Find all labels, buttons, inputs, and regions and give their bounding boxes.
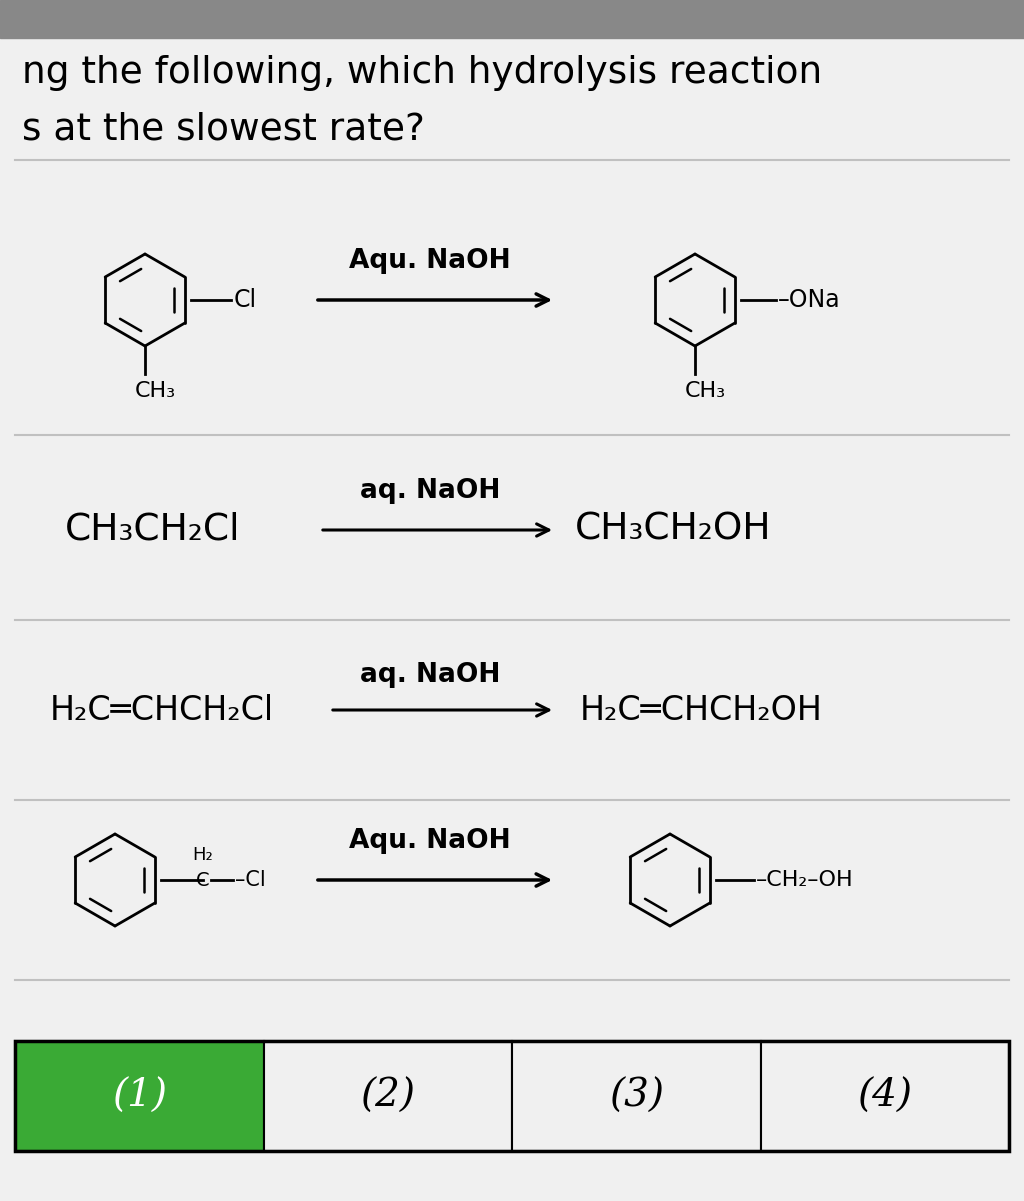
- Text: aq. NaOH: aq. NaOH: [359, 478, 500, 504]
- Text: H₂: H₂: [193, 846, 213, 864]
- Text: Aqu. NaOH: Aqu. NaOH: [349, 827, 511, 854]
- Text: CH₃: CH₃: [685, 381, 726, 401]
- Bar: [761, 1041, 1009, 1151]
- Text: s at the slowest rate?: s at the slowest rate?: [22, 112, 425, 148]
- Text: ng the following, which hydrolysis reaction: ng the following, which hydrolysis react…: [22, 55, 822, 91]
- Text: H₂C═CHCH₂Cl: H₂C═CHCH₂Cl: [50, 693, 274, 727]
- Text: Cl: Cl: [234, 288, 257, 312]
- Bar: [512, 1041, 761, 1151]
- Text: aq. NaOH: aq. NaOH: [359, 662, 500, 688]
- Text: (3): (3): [608, 1077, 664, 1115]
- Text: (1): (1): [112, 1077, 167, 1115]
- Text: –ONa: –ONa: [778, 288, 841, 312]
- Text: Aqu. NaOH: Aqu. NaOH: [349, 247, 511, 274]
- Text: C: C: [197, 871, 210, 890]
- Text: CH₃CH₂OH: CH₃CH₂OH: [575, 512, 771, 548]
- Bar: [15, 1041, 1009, 1151]
- Text: (4): (4): [857, 1077, 912, 1115]
- Text: CH₃: CH₃: [135, 381, 176, 401]
- Text: CH₃CH₂Cl: CH₃CH₂Cl: [65, 512, 241, 548]
- Text: H₂C═CHCH₂OH: H₂C═CHCH₂OH: [580, 693, 823, 727]
- Text: (2): (2): [360, 1077, 416, 1115]
- Bar: [263, 1041, 512, 1151]
- Text: –CH₂–OH: –CH₂–OH: [756, 870, 854, 890]
- Bar: [0, 0, 1024, 38]
- Text: –Cl: –Cl: [234, 870, 266, 890]
- Bar: [15, 1041, 263, 1151]
